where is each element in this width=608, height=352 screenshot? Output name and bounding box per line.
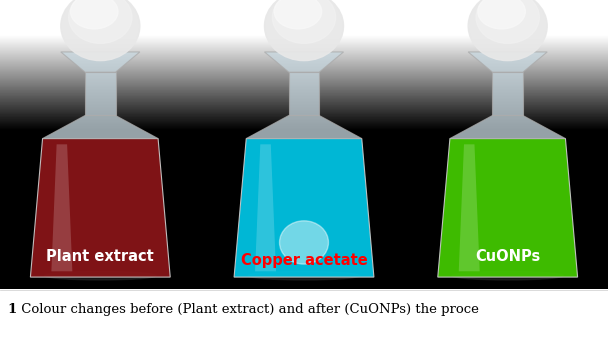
Polygon shape: [450, 115, 565, 139]
Ellipse shape: [468, 0, 547, 61]
Polygon shape: [85, 72, 116, 115]
Polygon shape: [264, 52, 344, 72]
Ellipse shape: [476, 0, 539, 43]
Ellipse shape: [478, 0, 525, 29]
Ellipse shape: [272, 0, 336, 43]
Polygon shape: [289, 72, 319, 115]
Ellipse shape: [264, 0, 344, 61]
Polygon shape: [255, 144, 276, 271]
Text: 1: 1: [7, 303, 16, 316]
Text: CuONPs: CuONPs: [475, 249, 541, 264]
Ellipse shape: [71, 0, 118, 29]
Text: Plant extract: Plant extract: [46, 249, 154, 264]
Polygon shape: [246, 115, 362, 139]
Polygon shape: [61, 52, 140, 72]
Polygon shape: [234, 139, 374, 277]
Ellipse shape: [248, 271, 360, 280]
Polygon shape: [458, 144, 480, 271]
Polygon shape: [51, 144, 72, 271]
Polygon shape: [468, 52, 547, 72]
Polygon shape: [492, 72, 523, 115]
Ellipse shape: [44, 271, 156, 280]
Polygon shape: [30, 139, 170, 277]
Ellipse shape: [452, 271, 564, 280]
Text: Copper acetate: Copper acetate: [241, 253, 367, 269]
Text: Colour changes before (Plant extract) and after (CuONPs) the proce: Colour changes before (Plant extract) an…: [17, 303, 479, 316]
Ellipse shape: [61, 0, 140, 61]
Ellipse shape: [69, 0, 132, 43]
Ellipse shape: [280, 221, 328, 264]
Polygon shape: [438, 139, 578, 277]
Polygon shape: [43, 115, 158, 139]
Ellipse shape: [274, 0, 322, 29]
